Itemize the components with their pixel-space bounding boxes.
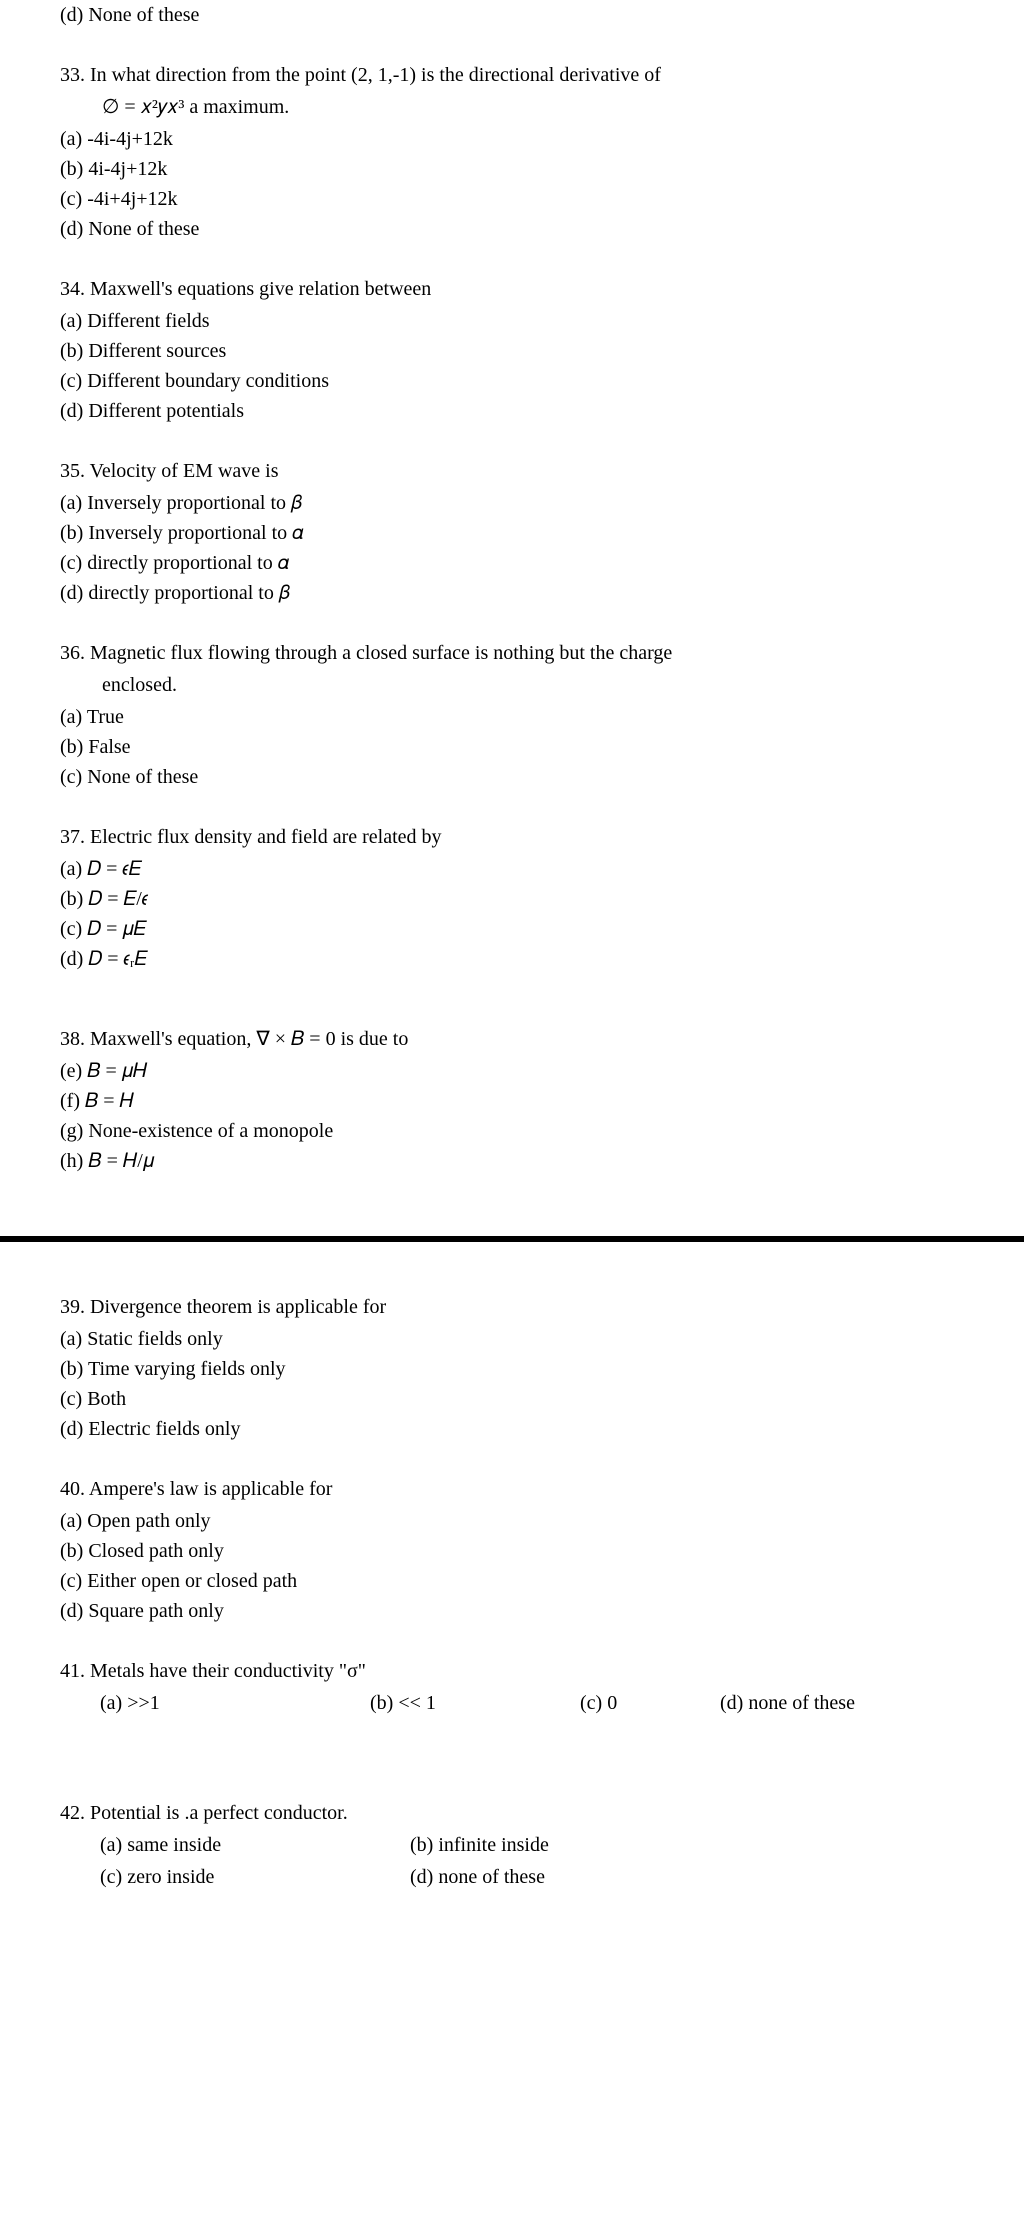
q34-option-a: (a) Different fields <box>60 306 964 336</box>
q39-option-c: (c) Both <box>60 1384 964 1414</box>
q35-option-c: (c) directly proportional to 𝛼 <box>60 548 964 578</box>
q42-option-c: (c) zero inside <box>100 1862 410 1892</box>
q40-option-a: (a) Open path only <box>60 1506 964 1536</box>
question-40: 40. Ampere's law is applicable for (a) O… <box>60 1474 964 1626</box>
q34-stem: 34. Maxwell's equations give relation be… <box>60 274 964 304</box>
q40-stem: 40. Ampere's law is applicable for <box>60 1474 964 1504</box>
q42-option-a: (a) same inside <box>100 1830 410 1860</box>
question-36: 36. Magnetic flux flowing through a clos… <box>60 638 964 792</box>
q37-option-d: (d) 𝐷 = 𝜖ᵣ𝐸 <box>60 944 964 974</box>
q37-option-b: (b) 𝐷 = 𝐸/𝜖 <box>60 884 964 914</box>
q40-option-b: (b) Closed path only <box>60 1536 964 1566</box>
q33-option-c: (c) -4i+4j+12k <box>60 184 964 214</box>
q34-option-d: (d) Different potentials <box>60 396 964 426</box>
q33-option-a: (a) -4i-4j+12k <box>60 124 964 154</box>
q33-option-b: (b) 4i-4j+12k <box>60 154 964 184</box>
q42-stem: 42. Potential is .a perfect conductor. <box>60 1798 964 1828</box>
q38-option-h: (h) 𝐵 = 𝐻/𝜇 <box>60 1146 964 1176</box>
q38-option-g: (g) None-existence of a monopole <box>60 1116 964 1146</box>
question-34: 34. Maxwell's equations give relation be… <box>60 274 964 426</box>
q35-stem: 35. Velocity of EM wave is <box>60 456 964 486</box>
q41-option-d: (d) none of these <box>720 1688 855 1718</box>
question-38: 38. Maxwell's equation, ∇ × 𝐵 = 0 is due… <box>60 1024 964 1176</box>
q36-stem-line2: enclosed. <box>60 670 964 700</box>
q42-options-grid: (a) same inside (b) infinite inside (c) … <box>60 1830 964 1892</box>
q41-options-row: (a) >>1 (b) << 1 (c) 0 (d) none of these <box>60 1688 964 1718</box>
q41-stem: 41. Metals have their conductivity "σ" <box>60 1656 964 1686</box>
q40-option-c: (c) Either open or closed path <box>60 1566 964 1596</box>
question-41: 41. Metals have their conductivity "σ" (… <box>60 1656 964 1718</box>
q42-option-d: (d) none of these <box>410 1862 720 1892</box>
q34-option-c: (c) Different boundary conditions <box>60 366 964 396</box>
q42-option-b: (b) infinite inside <box>410 1830 720 1860</box>
q37-option-c: (c) 𝐷 = 𝜇𝐸 <box>60 914 964 944</box>
question-39: 39. Divergence theorem is applicable for… <box>60 1292 964 1444</box>
page-divider <box>0 1236 1024 1242</box>
q36-stem-line1: 36. Magnetic flux flowing through a clos… <box>60 638 964 668</box>
q35-option-d: (d) directly proportional to 𝛽 <box>60 578 964 608</box>
q38-option-e: (e) 𝐵 = 𝜇𝐻 <box>60 1056 964 1086</box>
q33-stem-line2: ∅ = 𝑥²𝑦𝑥³ a maximum. <box>60 92 964 122</box>
q41-option-c: (c) 0 <box>580 1688 720 1718</box>
q39-option-d: (d) Electric fields only <box>60 1414 964 1444</box>
question-42: 42. Potential is .a perfect conductor. (… <box>60 1798 964 1892</box>
q36-option-c: (c) None of these <box>60 762 964 792</box>
q33-stem-line1: 33. In what direction from the point (2,… <box>60 60 964 90</box>
q41-option-b: (b) << 1 <box>370 1688 580 1718</box>
q32-option-d: (d) None of these <box>60 0 964 30</box>
question-37: 37. Electric flux density and field are … <box>60 822 964 974</box>
q33-option-d: (d) None of these <box>60 214 964 244</box>
question-35: 35. Velocity of EM wave is (a) Inversely… <box>60 456 964 608</box>
question-32-partial: (d) None of these <box>60 0 964 30</box>
q37-option-a: (a) 𝐷 = 𝜖𝐸 <box>60 854 964 884</box>
q35-option-b: (b) Inversely proportional to 𝛼 <box>60 518 964 548</box>
q35-option-a: (a) Inversely proportional to 𝛽 <box>60 488 964 518</box>
question-33: 33. In what direction from the point (2,… <box>60 60 964 244</box>
q38-stem: 38. Maxwell's equation, ∇ × 𝐵 = 0 is due… <box>60 1024 964 1054</box>
q39-option-b: (b) Time varying fields only <box>60 1354 964 1384</box>
q37-stem: 37. Electric flux density and field are … <box>60 822 964 852</box>
q34-option-b: (b) Different sources <box>60 336 964 366</box>
q38-option-f: (f) 𝐵 = 𝐻 <box>60 1086 964 1116</box>
q39-stem: 39. Divergence theorem is applicable for <box>60 1292 964 1322</box>
q41-option-a: (a) >>1 <box>100 1688 370 1718</box>
q40-option-d: (d) Square path only <box>60 1596 964 1626</box>
q36-option-a: (a) True <box>60 702 964 732</box>
q39-option-a: (a) Static fields only <box>60 1324 964 1354</box>
q36-option-b: (b) False <box>60 732 964 762</box>
